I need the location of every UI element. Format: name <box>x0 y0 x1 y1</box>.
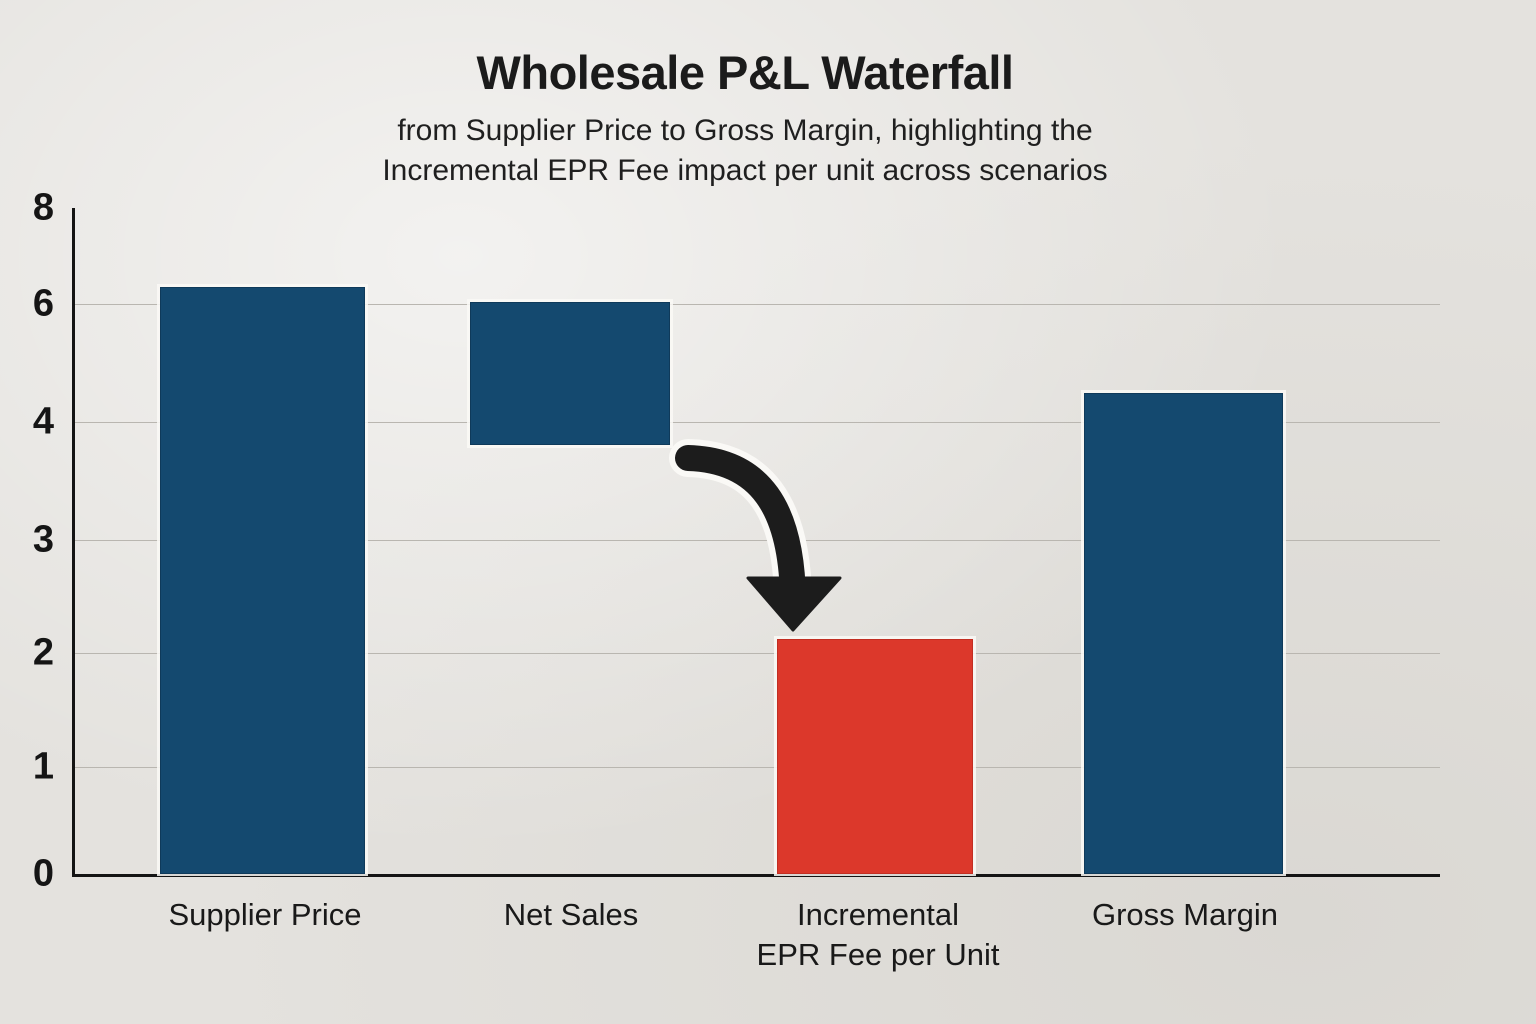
x-label-net-sales: Net Sales <box>503 897 639 932</box>
x-axis-spine <box>72 874 1440 877</box>
bar-gross-margin[interactable] <box>1084 393 1283 874</box>
x-label-incremental-epr-fee-line1: Incremental <box>797 897 959 932</box>
gridline-6 <box>72 304 1440 305</box>
y-tick-label-2: 2 <box>32 631 54 674</box>
x-label-incremental-epr-fee-line2: EPR Fee per Unit <box>756 936 1000 972</box>
gridline-4 <box>72 422 1440 423</box>
bar-net-sales[interactable] <box>470 302 670 445</box>
gridline-2 <box>72 653 1440 654</box>
bar-supplier-price[interactable] <box>160 287 365 874</box>
y-tick-label-4: 4 <box>32 400 54 443</box>
x-label-gross-margin: Gross Margin <box>1091 897 1279 932</box>
x-label-incremental-epr-fee: Incremental EPR Fee per Unit <box>718 895 1038 974</box>
bar-incremental-epr-fee[interactable] <box>777 639 973 874</box>
y-tick-label-3: 3 <box>32 518 54 561</box>
y-tick-label-0: 0 <box>32 852 54 895</box>
y-tick-label-8: 8 <box>32 186 54 229</box>
gridline-1 <box>72 767 1440 768</box>
y-axis-spine <box>72 208 75 876</box>
y-tick-label-1: 1 <box>32 745 54 788</box>
x-label-supplier-price: Supplier Price <box>168 897 362 932</box>
y-tick-label-6: 6 <box>32 282 54 325</box>
